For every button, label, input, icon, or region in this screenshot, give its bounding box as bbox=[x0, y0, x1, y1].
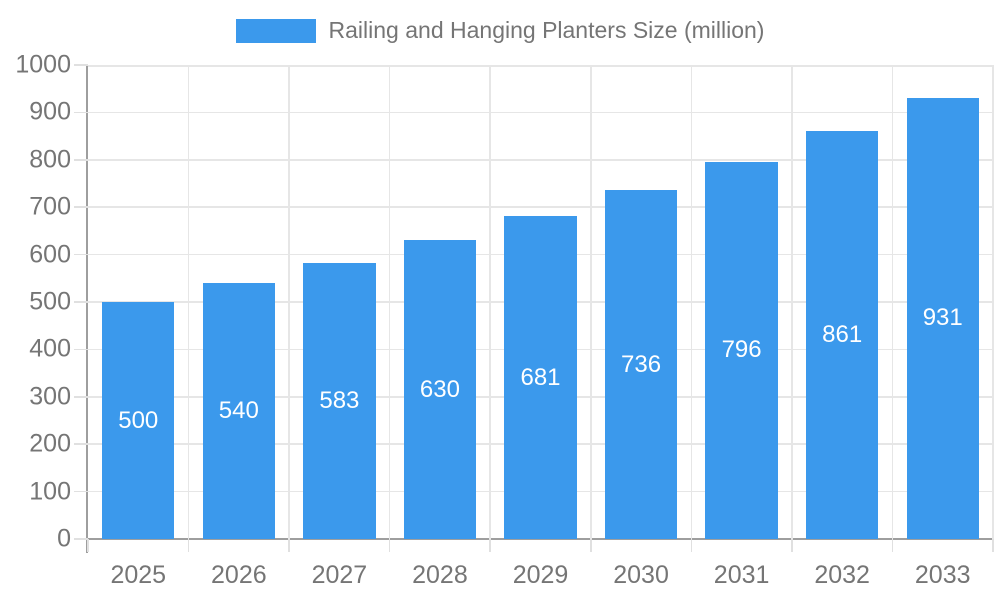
x-axis-label: 2027 bbox=[311, 561, 368, 589]
plot-area: 0 100 200 300 400 500 600 700 800 900 1000 500 2025 5… bbox=[15, 51, 994, 589]
bar-value-label: 736 bbox=[621, 350, 662, 378]
bar: 681 bbox=[504, 216, 577, 539]
x-axis-tick bbox=[288, 539, 290, 552]
bar-value-label: 500 bbox=[118, 406, 159, 434]
x-axis-label: 2032 bbox=[814, 561, 870, 589]
v-gridline bbox=[791, 65, 793, 539]
y-axis-label: 1000 bbox=[15, 50, 71, 79]
y-axis-label: 700 bbox=[29, 192, 71, 221]
v-gridline bbox=[590, 65, 592, 539]
y-axis-line bbox=[86, 65, 88, 553]
bar: 861 bbox=[805, 130, 879, 539]
y-axis-tick bbox=[74, 253, 88, 256]
y-axis-tick bbox=[74, 538, 88, 540]
y-axis-label: 400 bbox=[29, 334, 71, 363]
y-axis-tick bbox=[74, 490, 88, 493]
x-axis-line bbox=[86, 538, 994, 540]
x-axis-tick bbox=[791, 539, 793, 552]
bar-value-label: 583 bbox=[319, 386, 360, 414]
bar: 931 bbox=[906, 97, 979, 539]
x-axis-label: 2025 bbox=[110, 561, 167, 589]
v-gridline bbox=[891, 65, 894, 539]
y-axis-tick bbox=[74, 348, 88, 351]
bar: 630 bbox=[403, 240, 477, 539]
v-gridline bbox=[690, 65, 693, 539]
bar: 736 bbox=[604, 190, 678, 539]
y-axis-label: 300 bbox=[29, 382, 71, 411]
bar-value-label: 540 bbox=[218, 397, 259, 425]
bar: 500 bbox=[102, 302, 175, 539]
x-axis-tick bbox=[891, 539, 894, 552]
x-axis-label: 2031 bbox=[713, 561, 770, 589]
h-gridline bbox=[88, 65, 993, 67]
v-gridline bbox=[992, 65, 994, 539]
x-axis-tick bbox=[187, 539, 190, 552]
y-axis-tick bbox=[74, 159, 88, 161]
bar-value-label: 861 bbox=[822, 320, 863, 348]
x-axis-label: 2028 bbox=[412, 561, 468, 589]
h-gridline bbox=[88, 111, 993, 114]
bar-value-label: 630 bbox=[419, 375, 460, 403]
v-gridline bbox=[388, 65, 391, 539]
bar: 540 bbox=[202, 283, 276, 539]
y-axis-tick bbox=[74, 443, 88, 445]
x-axis-tick bbox=[590, 539, 592, 552]
v-gridline bbox=[489, 65, 491, 539]
x-axis-tick bbox=[87, 539, 89, 552]
bar-value-label: 796 bbox=[721, 336, 762, 364]
y-axis-label: 100 bbox=[29, 477, 71, 506]
y-axis-label: 200 bbox=[29, 429, 71, 458]
y-axis-label: 0 bbox=[57, 524, 71, 553]
legend-swatch bbox=[235, 18, 316, 43]
legend-label: Railing and Hanging Planters Size (milli… bbox=[328, 17, 765, 43]
x-axis-tick bbox=[489, 539, 491, 552]
y-axis-label: 500 bbox=[29, 287, 71, 316]
y-axis-label: 900 bbox=[29, 97, 71, 126]
y-axis-label: 800 bbox=[29, 145, 71, 174]
x-axis-tick bbox=[992, 539, 994, 552]
v-gridline bbox=[187, 65, 190, 539]
y-axis-tick bbox=[74, 301, 88, 303]
y-axis-tick bbox=[74, 64, 88, 66]
y-axis-tick bbox=[74, 111, 88, 114]
bar: 583 bbox=[303, 262, 376, 539]
y-axis-label: 600 bbox=[29, 240, 71, 269]
bar: 796 bbox=[705, 161, 778, 539]
bar-value-label: 931 bbox=[922, 304, 963, 332]
x-axis-label: 2033 bbox=[914, 561, 971, 589]
x-axis-label: 2030 bbox=[613, 561, 669, 589]
bar-value-label: 681 bbox=[520, 363, 561, 391]
x-axis-label: 2029 bbox=[512, 561, 569, 589]
x-axis-tick bbox=[388, 539, 391, 552]
h-gridline bbox=[88, 206, 993, 208]
y-axis-tick bbox=[74, 206, 88, 208]
chart-legend: Railing and Hanging Planters Size (milli… bbox=[0, 17, 1000, 44]
h-gridline bbox=[88, 159, 993, 161]
y-axis-tick bbox=[74, 396, 88, 398]
x-axis-tick bbox=[690, 539, 693, 552]
x-axis-label: 2026 bbox=[211, 561, 267, 589]
v-gridline bbox=[288, 65, 290, 539]
